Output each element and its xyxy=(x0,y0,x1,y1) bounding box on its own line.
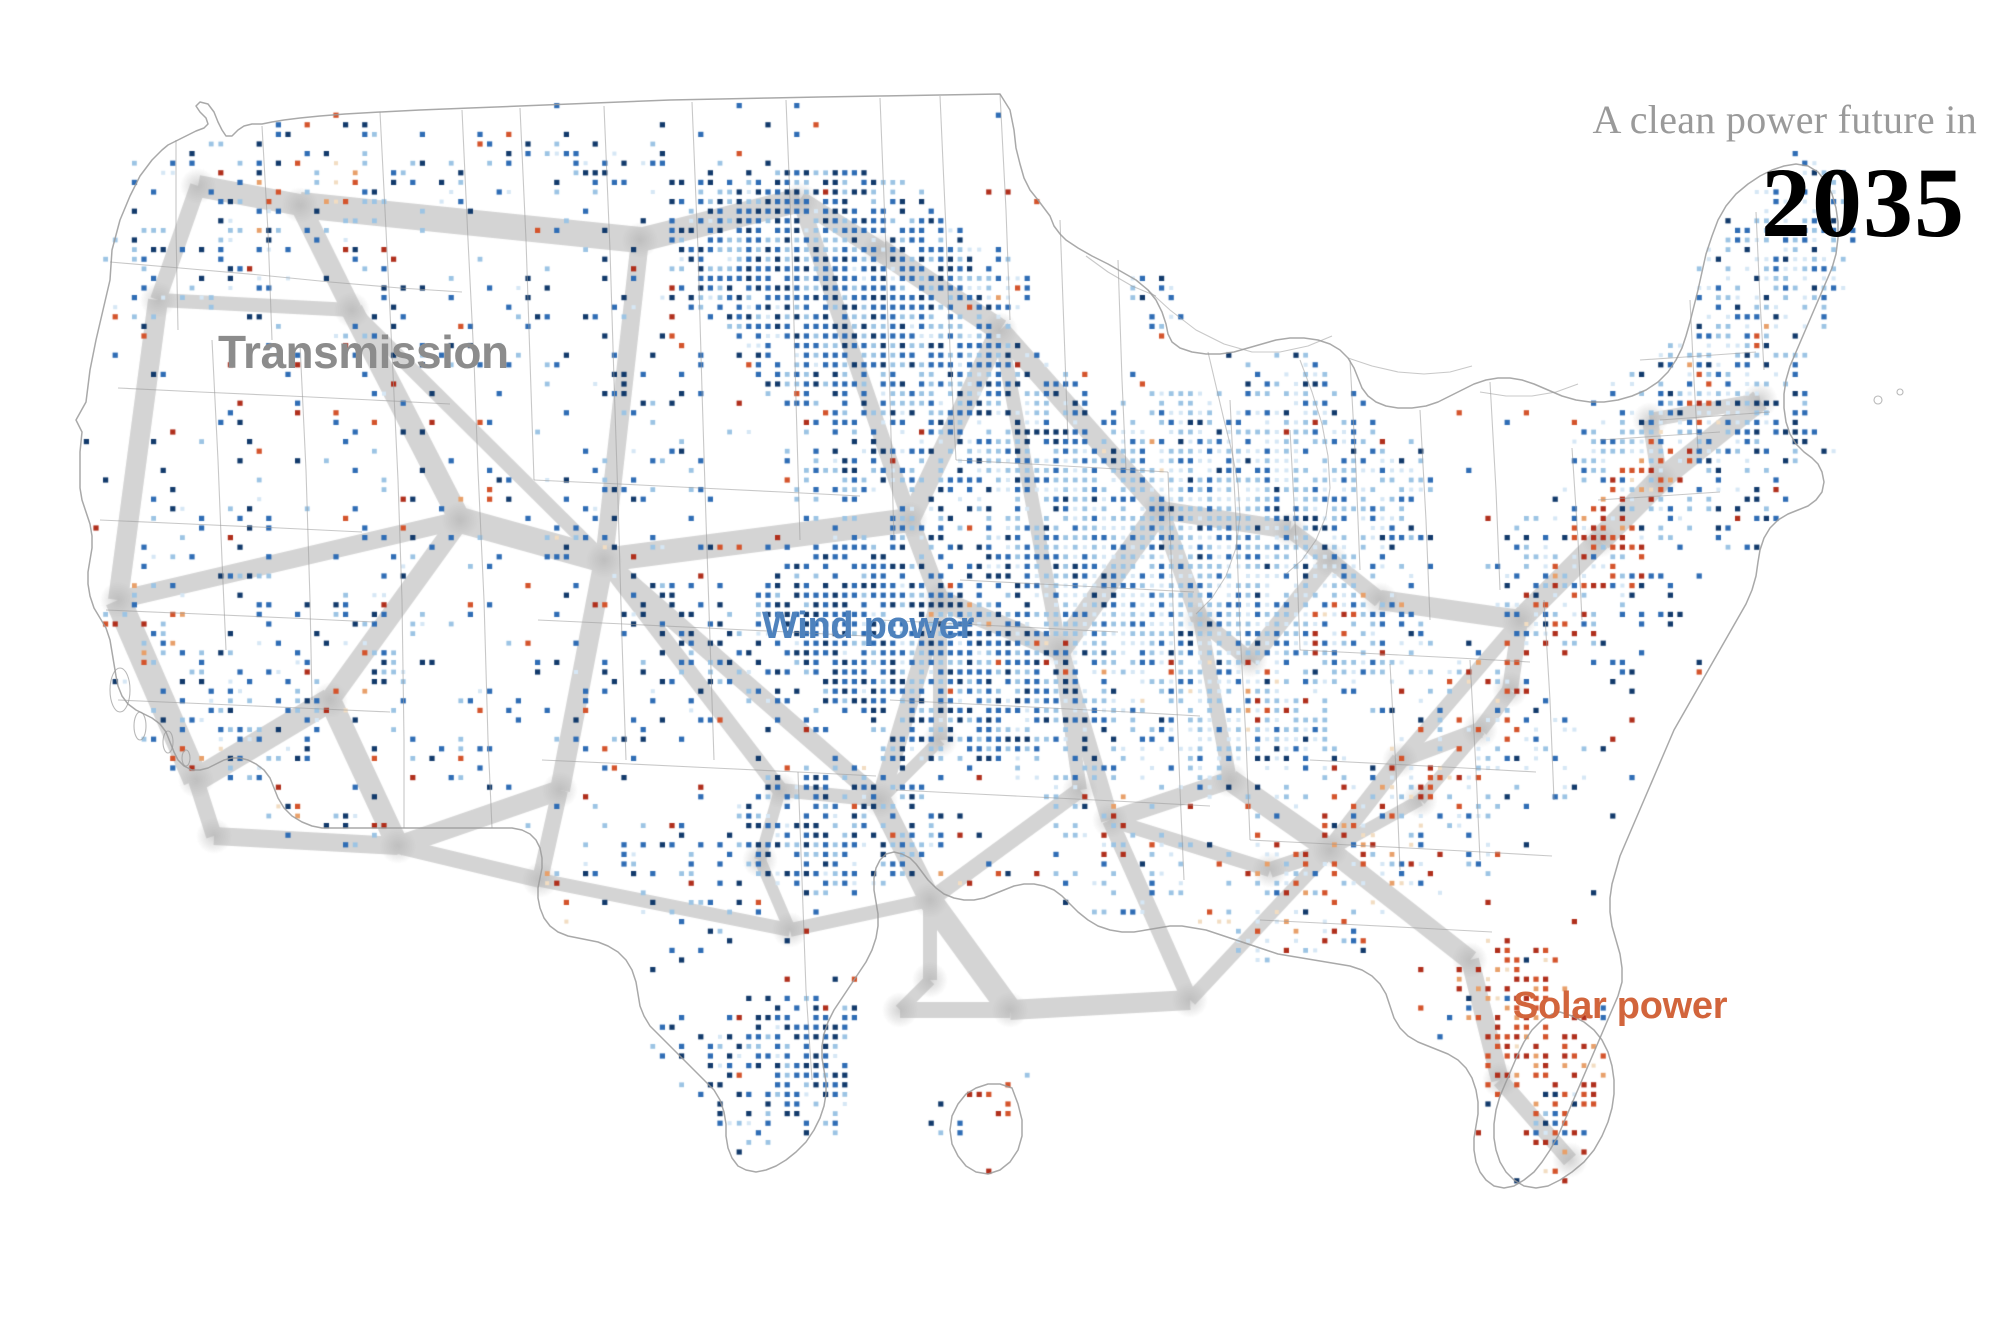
map-boundary-line xyxy=(261,125,273,341)
map-boundary-line xyxy=(391,351,405,828)
map-boundary-line xyxy=(1289,429,1301,651)
map-boundary-line xyxy=(1147,289,1333,353)
map-boundary-line xyxy=(175,140,179,331)
map-boundary-line xyxy=(105,609,375,623)
map-island-outline xyxy=(181,749,191,767)
map-boundary-line xyxy=(939,95,957,461)
map-boundary-line xyxy=(705,519,715,761)
map-boundary-line xyxy=(1479,383,1579,397)
map-boundary-line xyxy=(109,261,463,293)
map-boundary-line xyxy=(895,789,1211,807)
map-boundary-line xyxy=(1419,409,1431,621)
map-boundary-line xyxy=(1249,839,1553,857)
map-boundary-line xyxy=(617,499,627,761)
map-boundary-line xyxy=(75,93,1839,1189)
map-island-outline xyxy=(133,711,147,741)
map-boundary-line xyxy=(117,387,451,405)
map-boundary-line xyxy=(1489,381,1501,591)
map-boundary-line xyxy=(1755,211,1765,371)
map-boundary-line xyxy=(1085,255,1157,297)
map-boundary-line xyxy=(1597,491,1721,501)
map-boundary-line xyxy=(1599,431,1721,441)
map-boundary-line xyxy=(477,469,493,829)
map-boundary-line xyxy=(1659,411,1771,421)
map-boundary-line xyxy=(461,109,479,471)
map-boundary-line xyxy=(959,579,1195,593)
map-boundary-line xyxy=(1299,649,1531,663)
map-boundary-line xyxy=(519,107,535,481)
map-boundary-line xyxy=(1167,471,1177,681)
map-boundary-line xyxy=(1309,759,1537,773)
map-island-outline xyxy=(1896,388,1904,396)
map-boundary-line xyxy=(785,99,801,541)
map-boundary-line xyxy=(797,771,813,1081)
map-island-outline xyxy=(109,667,131,713)
map-boundary-line xyxy=(1285,359,1331,575)
map-boundary-line xyxy=(1389,663,1401,871)
map-boundary-line xyxy=(541,759,877,777)
map-boundary-line xyxy=(1117,259,1127,471)
map-boundary-line xyxy=(691,101,707,521)
map-boundary-line xyxy=(1059,219,1069,441)
map-boundary-line xyxy=(1571,447,1583,621)
map-boundary-line xyxy=(879,97,895,541)
map-boundary-line xyxy=(1639,351,1757,361)
map-boundary-line xyxy=(379,111,393,353)
map-boundary-line xyxy=(1239,629,1251,841)
map-boundary-line xyxy=(949,1083,1023,1175)
map-boundary-line xyxy=(955,459,1169,473)
map-boundary-line xyxy=(1229,399,1241,631)
map-boundary-line xyxy=(1469,659,1481,861)
map-boundary-line xyxy=(1347,357,1473,375)
map-boundary-line xyxy=(1493,1011,1615,1189)
map-island-outline xyxy=(1873,395,1883,405)
map-boundary-line xyxy=(1175,679,1185,881)
title-kicker: A clean power future in xyxy=(1592,97,1977,142)
title-block: A clean power future in 2035 xyxy=(1592,100,1977,254)
map-boundary-line xyxy=(117,699,391,713)
map-boundary-line xyxy=(537,619,867,637)
map-boundary-line xyxy=(1543,599,1555,801)
map-boundary-line xyxy=(211,339,227,651)
map-island-outline xyxy=(162,730,174,754)
map-boundary-line xyxy=(1349,359,1361,571)
map-boundary-line xyxy=(1689,299,1699,451)
map-boundary-line xyxy=(999,93,1011,321)
map-boundary-line xyxy=(603,105,619,501)
map-boundary-line xyxy=(299,343,313,701)
map-boundary-line xyxy=(889,699,1201,717)
title-year: 2035 xyxy=(1761,147,1965,258)
map-boundary-line xyxy=(99,519,363,533)
map-boundary-line xyxy=(533,479,861,497)
map-boundary-line xyxy=(879,619,1119,633)
map-boundary-line xyxy=(1259,919,1493,933)
map-boundary-line xyxy=(1195,351,1241,615)
